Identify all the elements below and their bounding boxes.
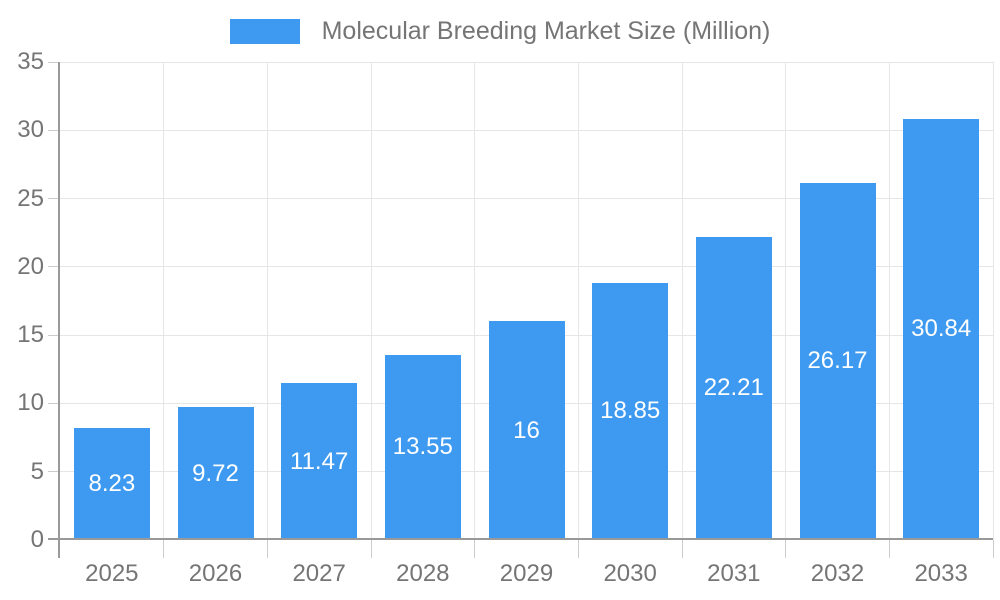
x-axis-tick [370, 540, 372, 558]
x-gridline [681, 62, 683, 540]
plot-area: 0 5 10 15 20 25 30 35 8.23 9.72 11.47 13.55 16 18.85 2… [17, 49, 994, 587]
x-tick-label: 2029 [499, 560, 554, 587]
x-axis-tick [266, 540, 268, 558]
x-gridline [266, 62, 268, 540]
y-axis-tick [48, 402, 60, 404]
bar [695, 236, 772, 540]
y-gridline [60, 266, 993, 268]
y-axis-tick [48, 198, 60, 200]
x-gridline [474, 62, 476, 540]
y-gridline [60, 129, 993, 131]
y-axis-tick [48, 471, 60, 473]
x-axis-tick [474, 540, 476, 558]
y-gridline [60, 198, 993, 200]
y-tick-label: 20 [17, 252, 44, 280]
bar [384, 354, 461, 540]
x-gridline [577, 62, 579, 540]
bar [73, 427, 150, 540]
x-tick-label: 2031 [707, 560, 761, 587]
y-tick-label: 25 [17, 184, 44, 212]
bar [177, 407, 254, 540]
x-axis-tick [785, 540, 787, 558]
y-axis-tick [48, 61, 60, 63]
bar [799, 182, 876, 540]
x-gridline [992, 62, 994, 540]
x-tick-label: 2030 [603, 560, 657, 587]
y-axis-line [58, 62, 60, 558]
x-gridline [163, 62, 165, 540]
legend[interactable]: Molecular Breeding Market Size (Million) [0, 14, 1000, 49]
x-gridline [888, 62, 890, 540]
x-axis-tick [577, 540, 579, 558]
y-axis-tick [48, 266, 60, 268]
x-tick-label: 2032 [810, 560, 865, 587]
x-tick-label: 2028 [396, 560, 450, 587]
x-axis-tick [992, 540, 994, 558]
y-tick-label: 5 [30, 457, 44, 485]
bar [281, 383, 358, 540]
x-tick-label: 2027 [292, 560, 346, 587]
x-tick-label: 2026 [188, 560, 243, 587]
x-axis-tick [163, 540, 165, 558]
x-tick-label: 2025 [85, 560, 139, 587]
y-axis-tick [48, 334, 60, 336]
x-axis-tick [681, 540, 683, 558]
x-tick-label: 2033 [914, 560, 968, 587]
y-tick-label: 35 [17, 48, 44, 75]
x-gridline [785, 62, 787, 540]
x-axis-line [48, 538, 993, 540]
x-gridline [370, 62, 372, 540]
x-axis-tick [888, 540, 890, 558]
y-tick-label: 15 [17, 321, 44, 349]
bar [488, 321, 565, 540]
bar [903, 118, 980, 540]
legend-swatch-icon [229, 19, 300, 44]
y-tick-label: 0 [30, 526, 44, 553]
y-gridline [60, 61, 993, 63]
y-axis-tick [48, 129, 60, 131]
y-tick-label: 30 [17, 116, 44, 144]
legend-label: Molecular Breeding Market Size (Million) [321, 17, 771, 45]
y-tick-label: 10 [17, 389, 44, 417]
bar [592, 282, 669, 540]
